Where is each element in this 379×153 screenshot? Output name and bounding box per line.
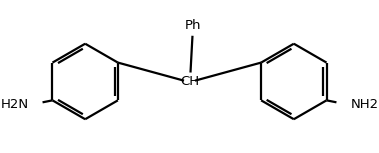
Text: Ph: Ph — [185, 19, 202, 32]
Text: NH2: NH2 — [350, 98, 379, 111]
Text: H2N: H2N — [0, 98, 29, 111]
Text: CH: CH — [180, 75, 199, 88]
